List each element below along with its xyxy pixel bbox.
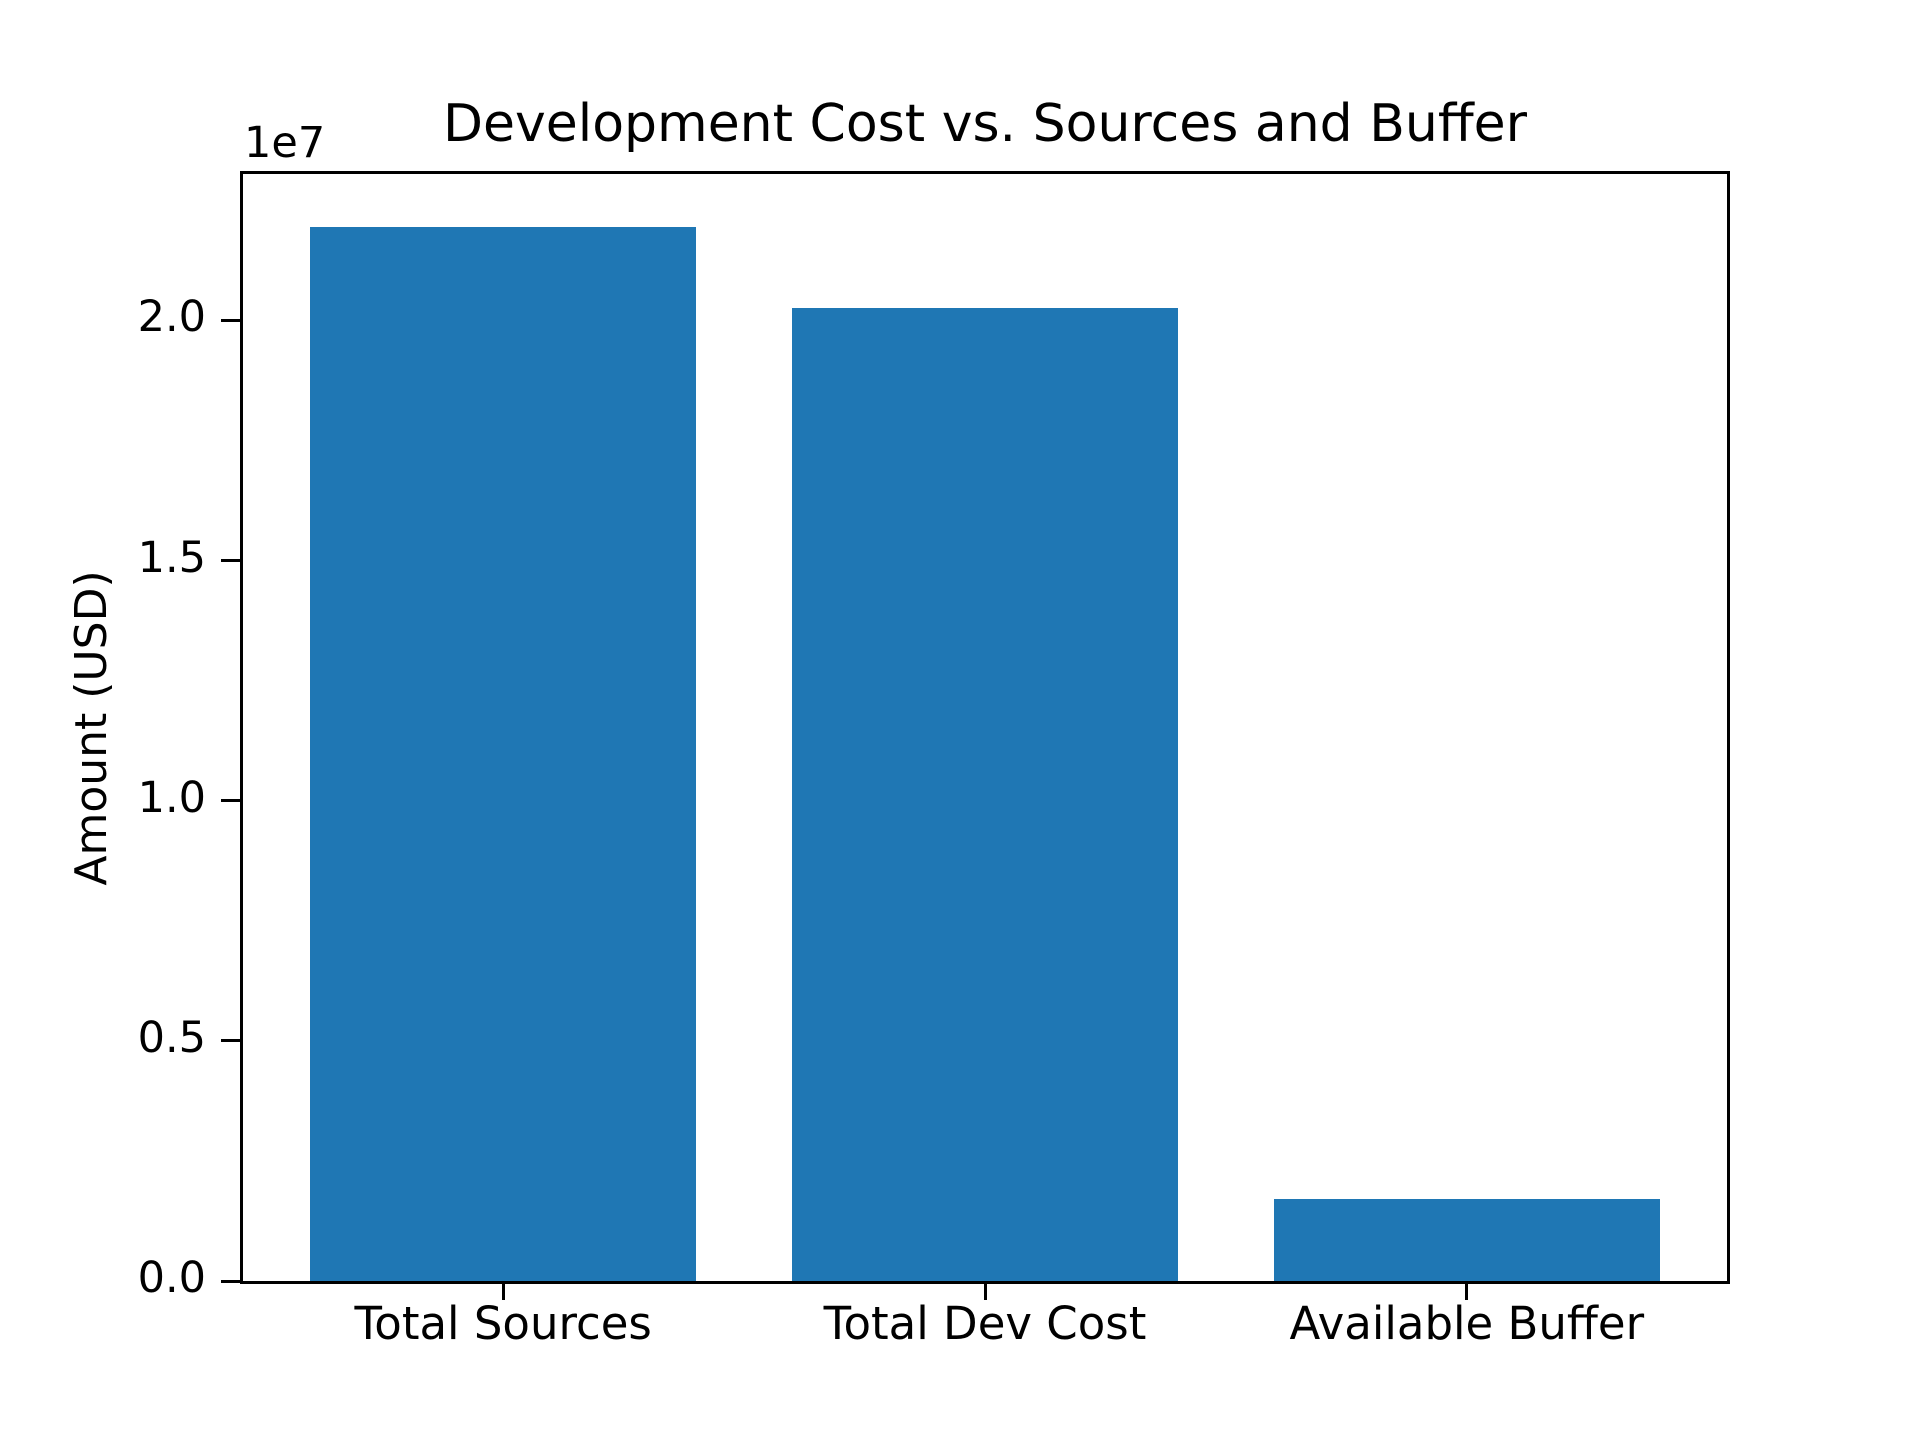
x-tick-label-available-buffer: Available Buffer [1289, 1297, 1645, 1350]
bar-total-sources [310, 226, 696, 1281]
y-axis-label: Amount (USD) [66, 570, 117, 886]
y-tick-label: 1.0 [137, 772, 206, 823]
y-tick-mark [221, 559, 240, 563]
x-tick-mark [501, 1284, 505, 1300]
y-tick-mark [221, 1039, 240, 1043]
bar-available-buffer [1274, 1199, 1660, 1281]
y-tick-label: 0.5 [137, 1012, 206, 1063]
bar-total-dev-cost [792, 308, 1178, 1281]
x-tick-mark [1465, 1284, 1469, 1300]
y-tick-mark [221, 1279, 240, 1283]
y-tick-label: 2.0 [137, 292, 206, 343]
x-tick-label-total-sources: Total Sources [354, 1297, 652, 1350]
y-tick-label: 1.5 [137, 532, 206, 583]
y-tick-label: 0.0 [137, 1253, 206, 1303]
y-tick-mark [221, 799, 240, 803]
y-axis-offset-label: 1e7 [244, 118, 326, 168]
x-tick-label-total-dev-cost: Total Dev Cost [823, 1297, 1147, 1350]
plot-area [240, 171, 1730, 1284]
x-tick-mark [983, 1284, 987, 1300]
y-tick-mark [221, 318, 240, 322]
chart-title: Development Cost vs. Sources and Buffer [442, 94, 1528, 154]
